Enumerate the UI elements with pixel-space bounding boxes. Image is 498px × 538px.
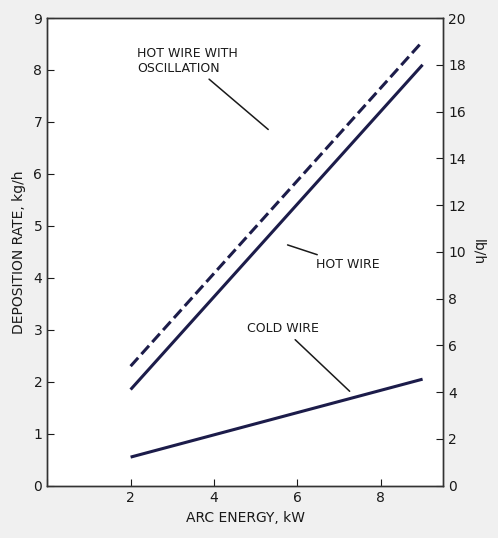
Text: HOT WIRE WITH
OSCILLATION: HOT WIRE WITH OSCILLATION [137, 47, 268, 130]
Text: HOT WIRE: HOT WIRE [287, 245, 380, 271]
Y-axis label: DEPOSITION RATE, kg/h: DEPOSITION RATE, kg/h [12, 170, 26, 334]
Y-axis label: lb/h: lb/h [472, 239, 486, 265]
Text: COLD WIRE: COLD WIRE [248, 322, 350, 391]
X-axis label: ARC ENERGY, kW: ARC ENERGY, kW [186, 512, 305, 526]
